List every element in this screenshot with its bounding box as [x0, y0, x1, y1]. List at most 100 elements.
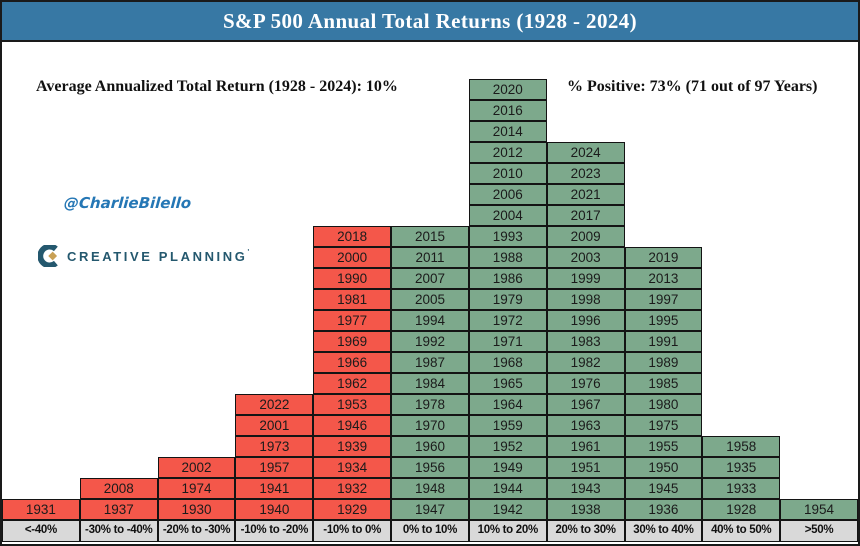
- year-cell: 1963: [546, 415, 625, 436]
- year-cell: 2016: [468, 100, 547, 121]
- year-cell: 1986: [468, 268, 547, 289]
- bucket-column: 1931: [2, 79, 80, 520]
- year-cell: 1995: [624, 310, 703, 331]
- year-cell: 1938: [546, 499, 625, 520]
- axis-label: -20% to -30%: [157, 520, 236, 542]
- axis-label: -10% to -20%: [235, 520, 314, 542]
- year-cell: 2005: [391, 289, 469, 310]
- year-cell: 1965: [468, 373, 547, 394]
- creative-planning-c-icon: [38, 245, 58, 267]
- chart-content: Average Annualized Total Return (1928 - …: [2, 42, 858, 544]
- column-spacer: [235, 79, 313, 394]
- year-cell: 1991: [624, 331, 703, 352]
- year-cell: 2001: [235, 415, 314, 436]
- year-cell: 1969: [313, 331, 392, 352]
- year-cell: 1975: [624, 415, 703, 436]
- year-cell: 1932: [313, 478, 392, 499]
- column-spacer: [158, 79, 236, 457]
- year-cell: 1971: [468, 331, 547, 352]
- year-cell: 1929: [313, 499, 392, 520]
- year-cell: 1948: [391, 478, 469, 499]
- year-cell: 1964: [468, 394, 547, 415]
- x-axis: <-40% -30% to -40% -20% to -30% -10% to -20…: [2, 520, 858, 542]
- year-cell: 1931: [2, 499, 80, 520]
- average-return-label: Average Annualized Total Return (1928 - …: [36, 78, 398, 95]
- bucket-column: 2019 2013 1997 1995 1991 1989 1985 1980 1975 1955…: [624, 79, 703, 520]
- year-cell: 1956: [391, 457, 469, 478]
- year-cell: 1958: [702, 436, 781, 457]
- year-cell: 1996: [546, 310, 625, 331]
- year-cell: 1988: [468, 247, 547, 268]
- year-cell: 1933: [702, 478, 781, 499]
- bucket-column: 2022 2001 1973 1957 1941 1940: [235, 79, 314, 520]
- year-cell: 2015: [391, 226, 469, 247]
- year-cell: 1949: [468, 457, 547, 478]
- year-cell: 1936: [624, 499, 703, 520]
- year-cell: 1970: [391, 415, 469, 436]
- year-cell: 1942: [468, 499, 547, 520]
- column-spacer: [2, 79, 80, 499]
- year-cell: 1974: [157, 478, 236, 499]
- year-cell: 1978: [391, 394, 469, 415]
- column-spacer: [313, 79, 391, 226]
- column-spacer: [547, 79, 625, 142]
- year-cell: 1977: [313, 310, 392, 331]
- year-cell: 1934: [313, 457, 392, 478]
- year-cell: 2011: [391, 247, 469, 268]
- year-cell: 1984: [391, 373, 469, 394]
- year-cell: 2004: [468, 205, 547, 226]
- year-cell: 1961: [546, 436, 625, 457]
- year-cell: 2003: [546, 247, 625, 268]
- year-cell: 1944: [468, 478, 547, 499]
- axis-label: >50%: [780, 520, 858, 542]
- year-cell: 1976: [546, 373, 625, 394]
- axis-label: <-40%: [2, 520, 80, 542]
- year-cell: 1993: [468, 226, 547, 247]
- year-cell: 1992: [391, 331, 469, 352]
- axis-label: -30% to -40%: [79, 520, 158, 542]
- year-cell: 2014: [468, 121, 547, 142]
- bucket-column: 2015 2011 2007 2005 1994 1992 1987 1984 1978 1970…: [391, 79, 469, 520]
- bucket-column: 2008 1937: [79, 79, 158, 520]
- year-cell: 1957: [235, 457, 314, 478]
- year-cell: 1989: [624, 352, 703, 373]
- bucket-column: 2018 2000 1990 1981 1977 1969 1966 1962 1953 1946…: [313, 79, 392, 520]
- year-cell: 1937: [79, 499, 158, 520]
- year-cell: 2022: [235, 394, 314, 415]
- year-cell: 2018: [313, 226, 392, 247]
- year-cell: 1982: [546, 352, 625, 373]
- year-cell: 1987: [391, 352, 469, 373]
- year-cell: 1962: [313, 373, 392, 394]
- column-spacer: [780, 79, 858, 499]
- creative-planning-logo: CREATIVE PLANNING': [38, 245, 252, 267]
- year-cell: 1954: [780, 499, 858, 520]
- year-cell: 2019: [624, 247, 703, 268]
- column-spacer: [391, 79, 469, 226]
- year-cell: 1990: [313, 268, 392, 289]
- bucket-column: 1958 1935 1933 1928: [702, 79, 781, 520]
- bucket-column: 2024 2023 2021 2017 2009 2003 1999 1998 1996 1983…: [546, 79, 625, 520]
- year-cell: 1967: [546, 394, 625, 415]
- column-spacer: [702, 79, 780, 436]
- year-cell: 2010: [468, 163, 547, 184]
- year-cell: 1952: [468, 436, 547, 457]
- year-cell: 1935: [702, 457, 781, 478]
- column-spacer: [625, 79, 703, 247]
- year-cell: 1951: [546, 457, 625, 478]
- year-cell: 1950: [624, 457, 703, 478]
- logo-trademark-mark: ': [247, 248, 252, 256]
- year-cell: 2021: [546, 184, 625, 205]
- page-title: S&P 500 Annual Total Returns (1928 - 202…: [222, 8, 638, 33]
- year-cell: 2002: [157, 457, 236, 478]
- percent-positive-label: % Positive: 73% (71 out of 97 Years): [567, 78, 818, 95]
- year-cell: 2012: [468, 142, 547, 163]
- year-cell: 1999: [546, 268, 625, 289]
- year-cell: 1968: [468, 352, 547, 373]
- title-bar: S&P 500 Annual Total Returns (1928 - 202…: [2, 2, 858, 42]
- column-spacer: [80, 79, 158, 478]
- bucket-column: 2020 2016 2014 2012 2010 2006 2004 1993 1988 1986…: [468, 79, 547, 520]
- year-cell: 1943: [546, 478, 625, 499]
- year-cell: 1945: [624, 478, 703, 499]
- logo-text: CREATIVE PLANNING: [67, 248, 248, 264]
- year-cell: 1985: [624, 373, 703, 394]
